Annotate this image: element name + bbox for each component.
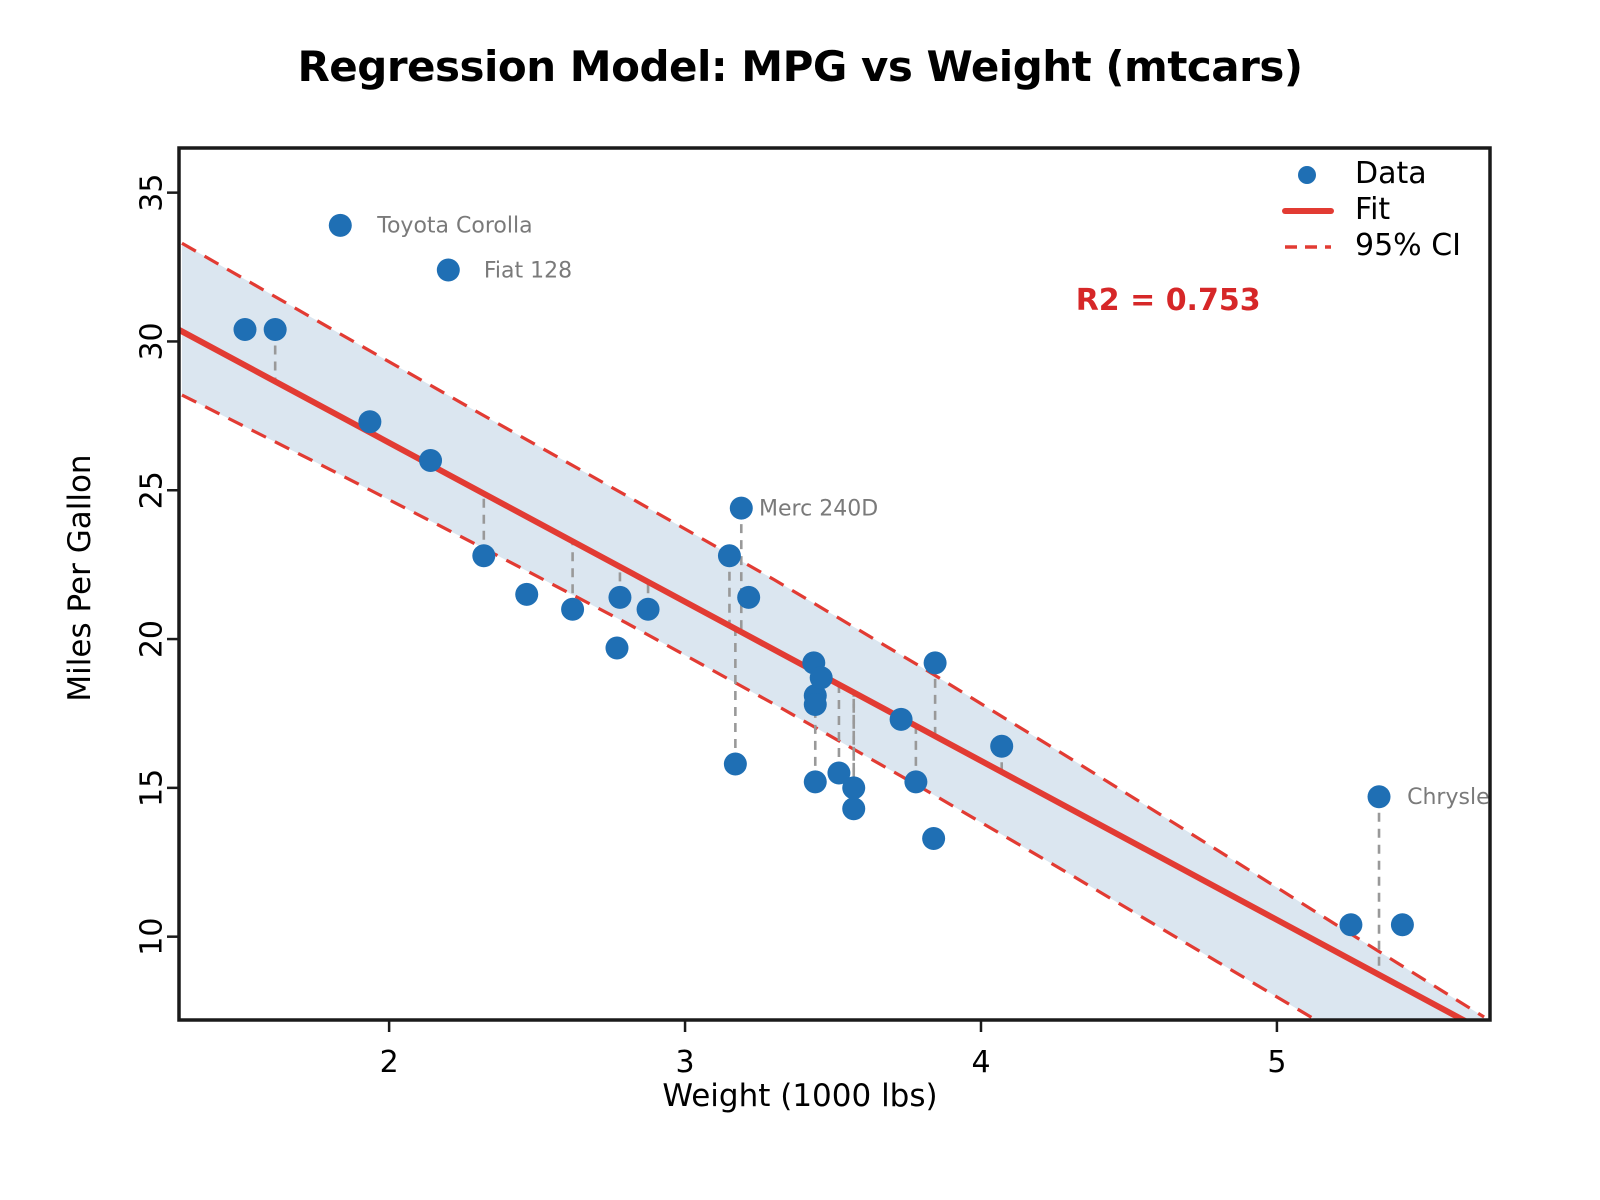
y-tick-label: 10 bbox=[135, 918, 170, 956]
y-tick-label: 25 bbox=[135, 471, 170, 509]
data-point[interactable] bbox=[922, 826, 946, 850]
data-point[interactable] bbox=[803, 770, 827, 794]
data-point[interactable] bbox=[717, 544, 741, 568]
y-tick-label: 30 bbox=[135, 322, 170, 360]
legend-marker-data bbox=[1298, 166, 1316, 184]
data-point[interactable] bbox=[608, 585, 632, 609]
data-point[interactable] bbox=[419, 448, 443, 472]
x-axis-ticks: 2 3 4 5 bbox=[380, 1020, 1286, 1080]
data-point[interactable] bbox=[561, 597, 585, 621]
data-point[interactable] bbox=[737, 585, 761, 609]
annotation-label: Merc 240D bbox=[759, 496, 878, 521]
data-point[interactable] bbox=[605, 636, 629, 660]
x-tick-label: 2 bbox=[380, 1045, 399, 1080]
data-point[interactable] bbox=[1390, 913, 1414, 937]
data-point[interactable] bbox=[842, 797, 866, 821]
data-point[interactable] bbox=[472, 544, 496, 568]
data-point[interactable] bbox=[889, 707, 913, 731]
data-point[interactable] bbox=[436, 258, 460, 282]
y-tick-label: 35 bbox=[135, 174, 170, 212]
confidence-band-upper-line bbox=[181, 241, 1485, 1019]
data-point[interactable] bbox=[809, 666, 833, 690]
page-title: Regression Model: MPG vs Weight (mtcars) bbox=[297, 42, 1303, 91]
data-point[interactable] bbox=[233, 318, 257, 342]
confidence-band-fill bbox=[181, 243, 1485, 1020]
data-point[interactable] bbox=[263, 318, 287, 342]
data-point[interactable] bbox=[636, 597, 660, 621]
data-point[interactable] bbox=[328, 213, 352, 237]
x-tick-label: 3 bbox=[676, 1045, 695, 1080]
data-point[interactable] bbox=[1339, 913, 1363, 937]
data-points-group bbox=[233, 213, 1414, 937]
annotations-group: R2 = 0.753 Toyota Corolla Fiat 128 Merc 240… bbox=[376, 214, 1596, 810]
annotation-label: Toyota Corolla bbox=[376, 214, 532, 239]
y-tick-label: 20 bbox=[135, 620, 170, 658]
y-axis-ticks: 10 15 20 25 30 35 bbox=[135, 174, 179, 956]
data-point[interactable] bbox=[923, 651, 947, 675]
legend-label: 95% CI bbox=[1355, 228, 1461, 263]
data-point[interactable] bbox=[904, 770, 928, 794]
annotation-label: Fiat 128 bbox=[484, 258, 572, 283]
data-point[interactable] bbox=[358, 410, 382, 434]
confidence-band-lower-line bbox=[181, 393, 1320, 1020]
x-axis-label: Weight (1000 lbs) bbox=[662, 1078, 938, 1114]
annotation-label: Chrysler Imperial bbox=[1407, 785, 1596, 810]
plot-frame bbox=[177, 146, 1492, 1022]
data-point[interactable] bbox=[515, 582, 539, 606]
legend-label: Data bbox=[1355, 156, 1427, 191]
data-point[interactable] bbox=[723, 752, 747, 776]
y-axis-label: Miles Per Gallon bbox=[62, 454, 98, 702]
data-point[interactable] bbox=[803, 693, 827, 717]
x-tick-label: 4 bbox=[971, 1045, 990, 1080]
data-point[interactable] bbox=[842, 776, 866, 800]
data-point[interactable] bbox=[729, 496, 753, 520]
x-tick-label: 5 bbox=[1267, 1045, 1286, 1080]
annotation-label: R2 = 0.753 bbox=[1076, 283, 1261, 318]
data-point[interactable] bbox=[1367, 785, 1391, 809]
data-point[interactable] bbox=[990, 734, 1014, 758]
data-point[interactable] bbox=[827, 761, 851, 785]
y-tick-label: 15 bbox=[135, 769, 170, 807]
legend-label: Fit bbox=[1355, 192, 1390, 227]
regression-fit-line bbox=[179, 326, 1470, 1020]
plot-area-background bbox=[179, 148, 1490, 1020]
